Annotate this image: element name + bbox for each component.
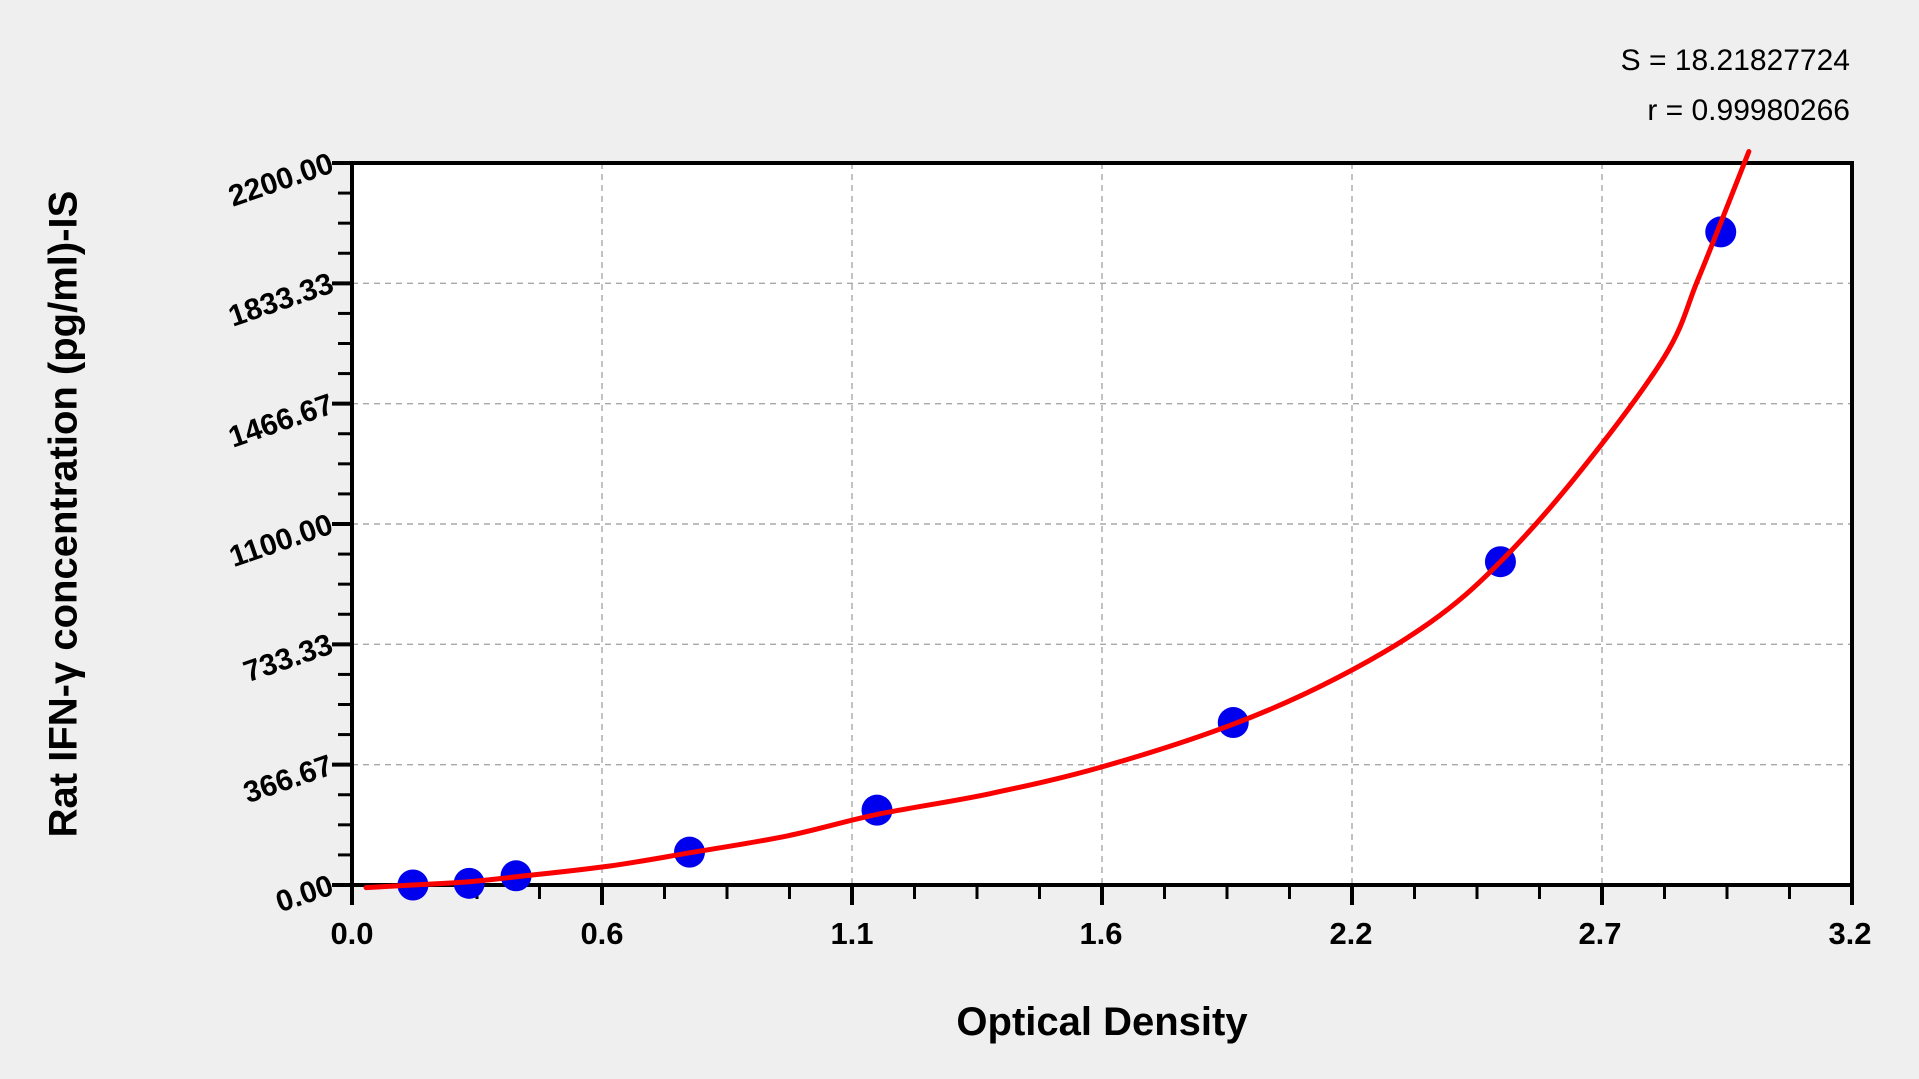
stat-s-value: S = 18.21827724 (1620, 44, 1850, 77)
x-tick-label: 0.0 (330, 916, 374, 951)
fit-curve (363, 149, 1752, 891)
x-tick-label: 3.2 (1828, 916, 1872, 951)
x-tick-label: 0.6 (580, 916, 624, 951)
plot-border (350, 161, 1854, 887)
x-tick-label: 1.6 (1079, 916, 1123, 951)
stat-r-value: r = 0.99980266 (1647, 94, 1850, 127)
x-tick-label: 2.7 (1578, 916, 1622, 951)
x-tick-label: 2.2 (1329, 916, 1373, 951)
x-axis-title: Optical Density (956, 1000, 1248, 1044)
x-tick-label: 1.1 (830, 916, 874, 951)
y-axis-title: Rat IFN-γ concentration (pg/ml)-IS (41, 190, 86, 838)
